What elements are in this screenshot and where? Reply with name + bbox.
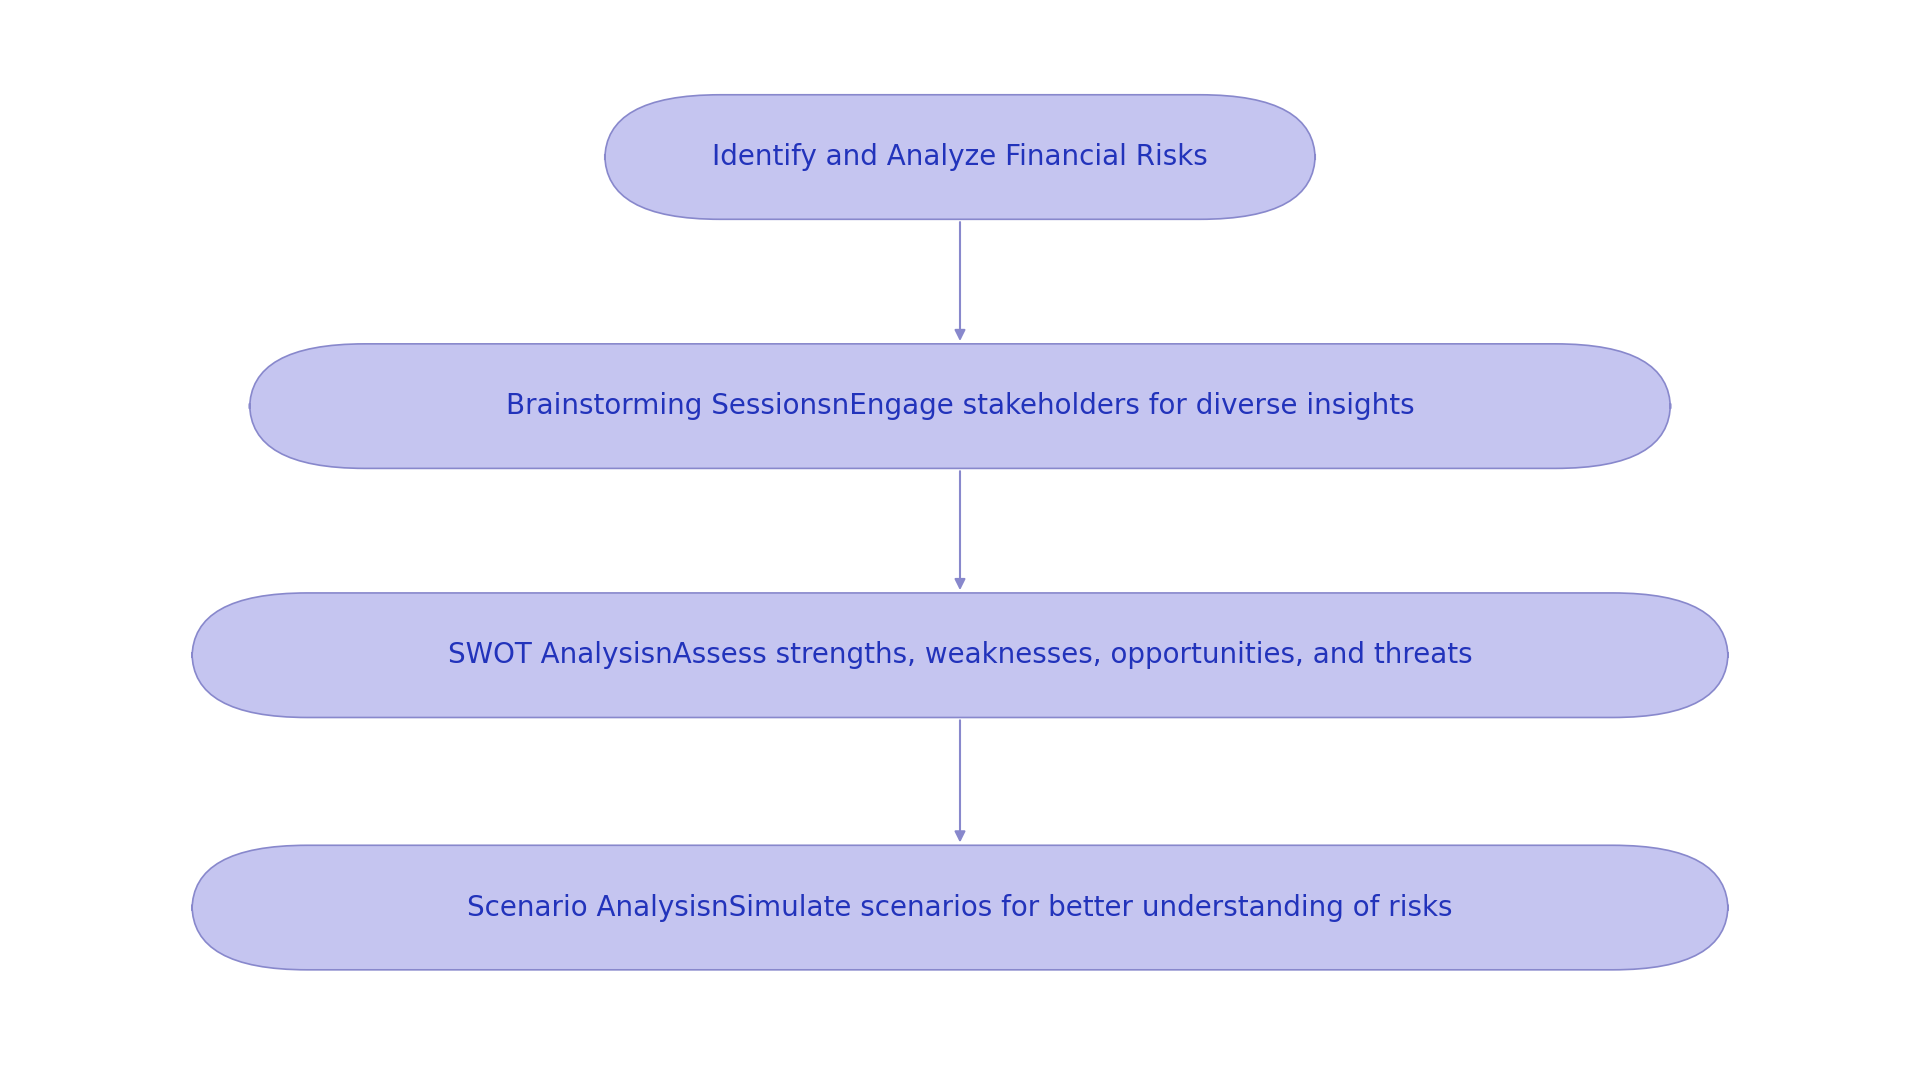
Text: SWOT AnalysisnAssess strengths, weaknesses, opportunities, and threats: SWOT AnalysisnAssess strengths, weakness… (447, 641, 1473, 669)
FancyBboxPatch shape (192, 593, 1728, 717)
Text: Scenario AnalysisnSimulate scenarios for better understanding of risks: Scenario AnalysisnSimulate scenarios for… (467, 893, 1453, 922)
Text: Brainstorming SessionsnEngage stakeholders for diverse insights: Brainstorming SessionsnEngage stakeholde… (505, 392, 1415, 420)
FancyBboxPatch shape (192, 845, 1728, 970)
FancyBboxPatch shape (250, 344, 1670, 469)
Text: Identify and Analyze Financial Risks: Identify and Analyze Financial Risks (712, 143, 1208, 171)
FancyBboxPatch shape (605, 95, 1315, 220)
